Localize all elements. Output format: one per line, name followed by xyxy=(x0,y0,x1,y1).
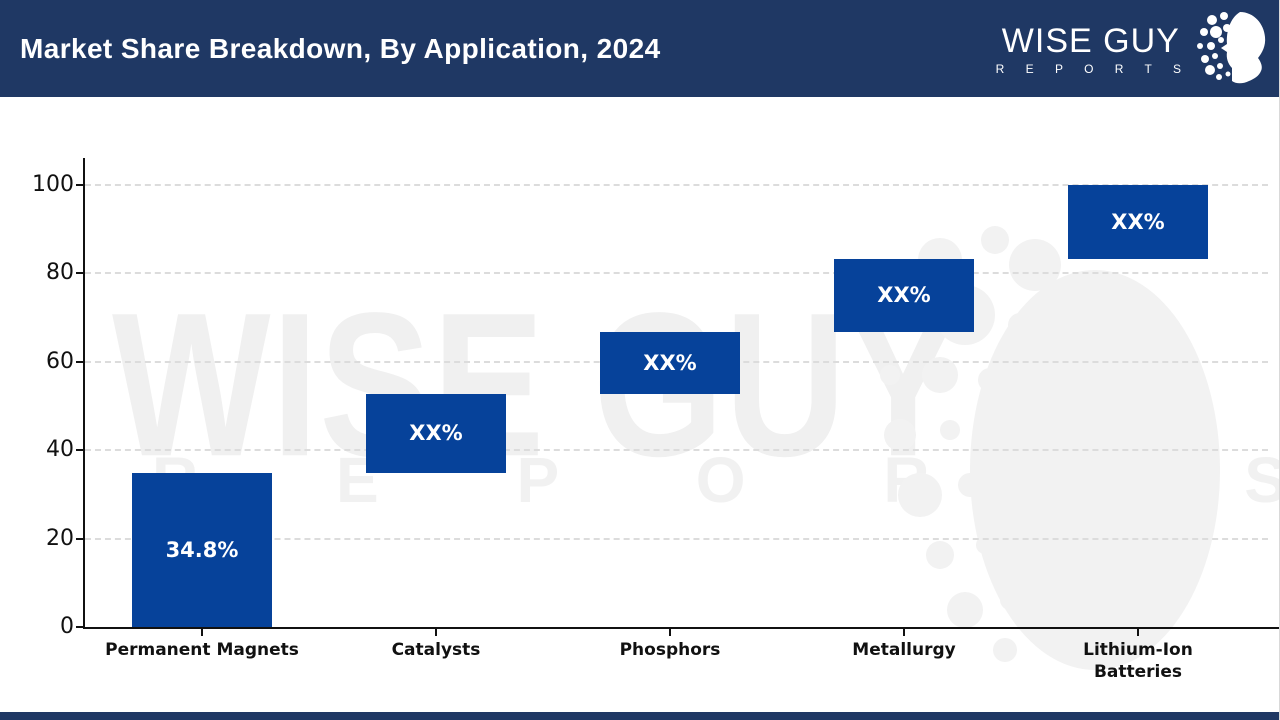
watermark-title: WISE GUY xyxy=(112,269,961,500)
brand-text: WISE GUY R E P O R T S xyxy=(992,24,1190,76)
y-tick-mark xyxy=(76,183,83,186)
y-tick-label: 0 xyxy=(60,614,74,639)
brand-subtitle: R E P O R T S xyxy=(995,62,1190,76)
chart-area: 0 20 40 60 80 100 34.8% Permanent Magnets XX% Cat… xyxy=(0,97,1279,712)
x-tick-mark xyxy=(1137,629,1139,636)
y-tick-label: 80 xyxy=(46,260,74,285)
brand-logo: WISE GUY R E P O R T S xyxy=(992,6,1274,94)
y-tick-label: 20 xyxy=(46,525,74,551)
bar-value-label: XX% xyxy=(1111,209,1165,234)
bar-metallurgy: XX% xyxy=(834,258,974,332)
brand-name: WISE GUY xyxy=(1001,22,1180,60)
gridline xyxy=(85,537,1268,540)
y-tick-mark xyxy=(76,537,83,540)
y-tick-mark xyxy=(76,272,83,274)
bar-value-label: XX% xyxy=(409,421,463,446)
x-tick-mark xyxy=(435,629,437,636)
bar-catalysts: XX% xyxy=(366,393,506,473)
x-category-label: Permanent Magnets xyxy=(105,640,299,660)
gridline xyxy=(85,183,1268,186)
y-tick-label: 60 xyxy=(46,348,74,374)
y-tick-mark xyxy=(76,449,83,451)
x-category-label: Lithium-Ion Batteries xyxy=(1083,640,1193,683)
x-category-label: Catalysts xyxy=(391,640,481,660)
brand-head-icon xyxy=(1190,6,1274,94)
bar-phosphors: XX% xyxy=(600,331,740,394)
x-category-label: Metallurgy xyxy=(852,640,956,660)
x-axis-line xyxy=(83,627,1279,629)
x-category-label: Phosphors xyxy=(619,640,721,660)
y-tick-label: 100 xyxy=(32,171,74,197)
y-tick-mark xyxy=(76,360,83,363)
y-tick-mark xyxy=(76,626,83,628)
gridline xyxy=(85,449,1268,451)
bar-permanent-magnets: 34.8% xyxy=(132,473,272,627)
x-tick-mark xyxy=(669,629,671,636)
y-tick-label: 40 xyxy=(46,437,74,462)
footer-bar xyxy=(0,712,1279,720)
page-title: Market Share Breakdown, By Application, … xyxy=(20,33,661,64)
bar-value-label: XX% xyxy=(643,350,697,375)
bar-value-label: 34.8% xyxy=(165,537,239,562)
bar-value-label: XX% xyxy=(877,283,931,308)
x-tick-mark xyxy=(201,629,203,636)
bar-lithium-ion-batteries: XX% xyxy=(1068,184,1208,259)
x-tick-mark xyxy=(903,629,905,636)
y-axis-line xyxy=(83,158,85,629)
header-bar: Market Share Breakdown, By Application, … xyxy=(0,0,1279,97)
gridline xyxy=(85,272,1268,274)
